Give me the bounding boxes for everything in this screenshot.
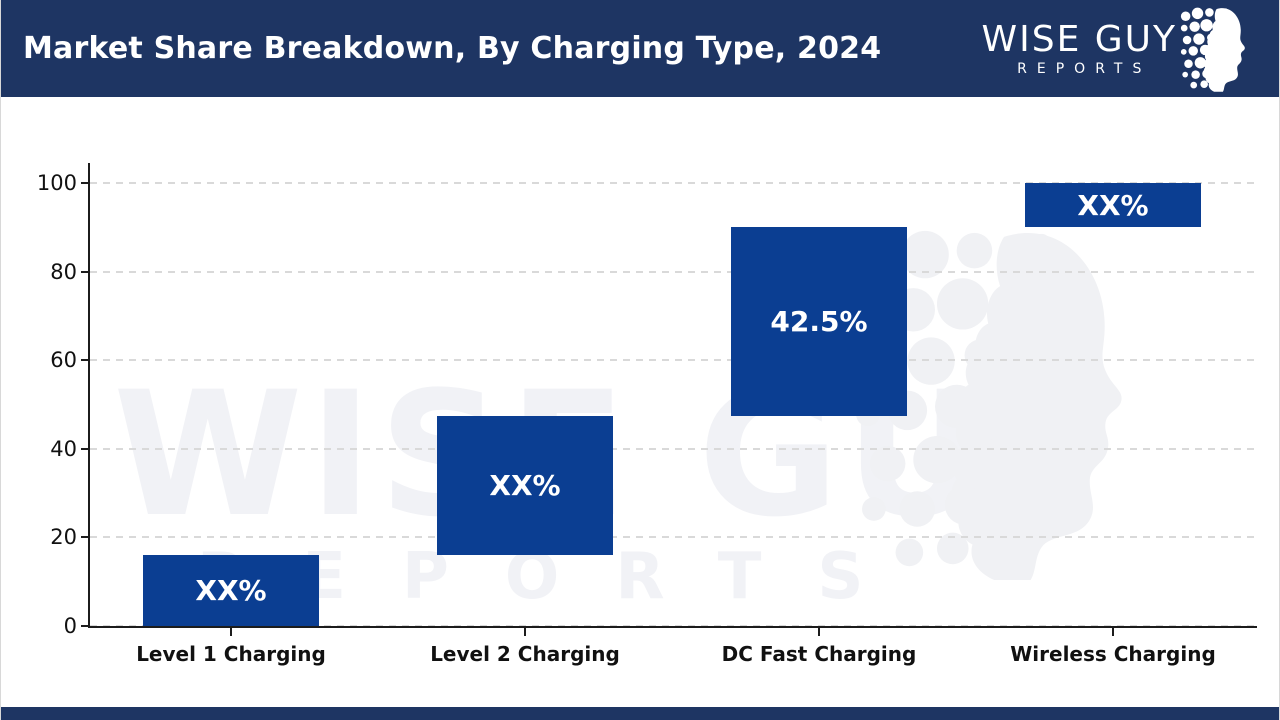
logo-line2: REPORTS: [1017, 60, 1152, 77]
x-axis-line: [88, 626, 1257, 628]
gridline: [90, 359, 1257, 362]
y-tick-label: 0: [63, 614, 77, 638]
y-tick-label: 20: [50, 525, 77, 550]
y-tick: [81, 359, 90, 362]
y-axis-line: [88, 163, 90, 628]
gridline: [90, 536, 1257, 539]
x-axis-label: Level 2 Charging: [430, 642, 620, 666]
x-tick: [524, 628, 526, 636]
bar-wireless-charging: XX%: [1025, 183, 1201, 228]
bar-dc-fast-charging: 42.5%: [731, 227, 907, 416]
bar-value-label: XX%: [195, 574, 267, 608]
logo: WISE GUY REPORTS: [982, 6, 1256, 92]
gridline: [90, 447, 1257, 450]
bar-value-label: 42.5%: [770, 304, 868, 338]
x-axis-label: DC Fast Charging: [721, 642, 917, 666]
gridline: [90, 270, 1257, 273]
y-tick-label: 60: [50, 348, 77, 373]
y-tick-label: 80: [50, 259, 77, 284]
chart-area: WISE GUY REPORTS 0 20 40 60 80 100 Level 1 Cha…: [1, 97, 1279, 707]
bar-value-label: XX%: [489, 468, 561, 502]
gridline: [90, 182, 1257, 184]
y-tick: [81, 536, 90, 539]
x-tick: [1112, 628, 1114, 636]
y-tick: [81, 270, 90, 273]
logo-wordmark: WISE GUY REPORTS: [981, 18, 1178, 77]
chart-title: Market Share Breakdown, By Charging Type…: [23, 31, 882, 66]
x-axis-label: Wireless Charging: [1010, 642, 1216, 666]
y-tick: [81, 182, 90, 184]
y-tick-label: 100: [36, 171, 77, 195]
x-axis-label: Level 1 Charging: [136, 642, 326, 666]
y-tick: [81, 625, 90, 627]
y-tick-label: 40: [50, 436, 77, 461]
logo-head-icon: [1180, 7, 1245, 92]
y-tick: [81, 447, 90, 450]
x-tick: [230, 628, 232, 636]
footer-bar: [1, 707, 1279, 720]
logo-line1: WISE GUY: [981, 18, 1177, 60]
bar-level-1-charging: XX%: [143, 555, 319, 626]
bar-value-label: XX%: [1077, 188, 1149, 222]
header: Market Share Breakdown, By Charging Type…: [1, 0, 1279, 97]
bar-level-2-charging: XX%: [437, 415, 613, 556]
plot: 0 20 40 60 80 100 Level 1 Charging XX% Level 2 C…: [1, 97, 1279, 707]
x-tick: [818, 628, 820, 636]
